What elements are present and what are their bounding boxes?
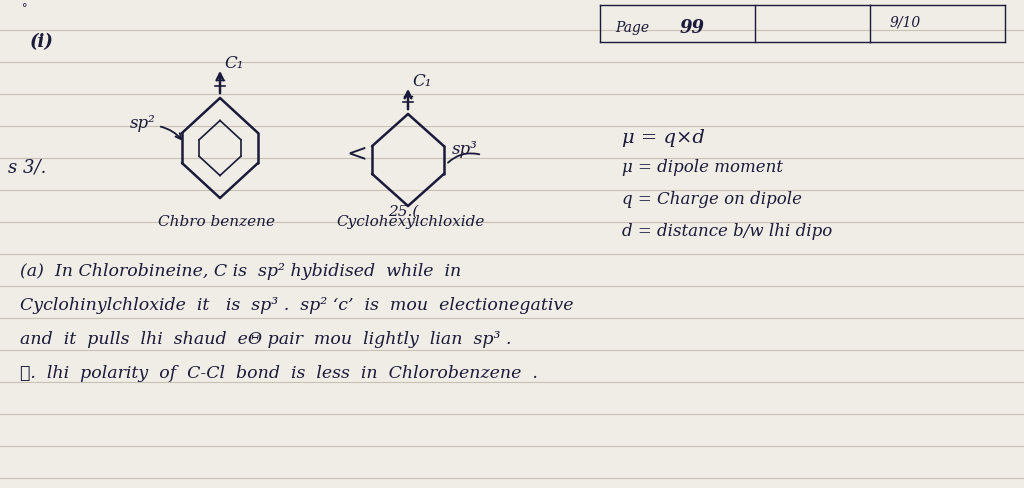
Text: (a)  In Chlorobineine, C is  sp² hybidised  while  in: (a) In Chlorobineine, C is sp² hybidised… (20, 264, 461, 281)
Text: μ = q×d: μ = q×d (622, 129, 705, 147)
Text: (i): (i) (30, 33, 54, 51)
Text: C₁: C₁ (224, 55, 244, 72)
Text: sp³: sp³ (452, 142, 478, 159)
Text: C₁: C₁ (412, 73, 431, 89)
Text: sp²: sp² (130, 115, 156, 131)
Text: Cyclohexylchloxide: Cyclohexylchloxide (336, 215, 484, 229)
Text: and  it  pulls  lhi  shaud  eΘ pair  mou  lightly  lian  sp³ .: and it pulls lhi shaud eΘ pair mou light… (20, 331, 512, 348)
Text: °: ° (22, 3, 28, 13)
Text: <: < (346, 143, 367, 166)
Text: q = Charge on dipole: q = Charge on dipole (622, 191, 802, 208)
Text: 25.(: 25.( (388, 205, 419, 219)
Text: Cyclohinylchloxide  it   is  sp³ .  sp² ‘c’  is  mou  electionegative: Cyclohinylchloxide it is sp³ . sp² ‘c’ i… (20, 298, 573, 314)
Text: 99: 99 (680, 19, 705, 37)
Text: Chbro benzene: Chbro benzene (158, 215, 275, 229)
Text: μ = dipole moment: μ = dipole moment (622, 160, 783, 177)
Text: 9/10: 9/10 (890, 15, 922, 29)
Text: Page: Page (615, 21, 649, 35)
Text: d = distance b/w lhi dipo: d = distance b/w lhi dipo (622, 224, 833, 241)
Text: ∴.  lhi  polarity  of  C-Cl  bond  is  less  in  Chlorobenzene  .: ∴. lhi polarity of C-Cl bond is less in … (20, 366, 538, 383)
Text: s 3/.: s 3/. (8, 159, 46, 177)
